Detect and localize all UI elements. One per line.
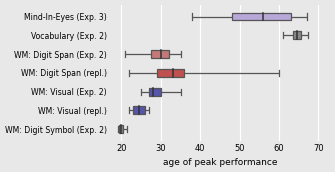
FancyBboxPatch shape xyxy=(149,88,161,96)
FancyBboxPatch shape xyxy=(151,50,169,58)
FancyBboxPatch shape xyxy=(232,13,291,20)
X-axis label: age of peak performance: age of peak performance xyxy=(162,158,277,167)
FancyBboxPatch shape xyxy=(157,69,185,77)
FancyBboxPatch shape xyxy=(133,106,145,114)
FancyBboxPatch shape xyxy=(120,125,123,133)
FancyBboxPatch shape xyxy=(293,31,300,39)
